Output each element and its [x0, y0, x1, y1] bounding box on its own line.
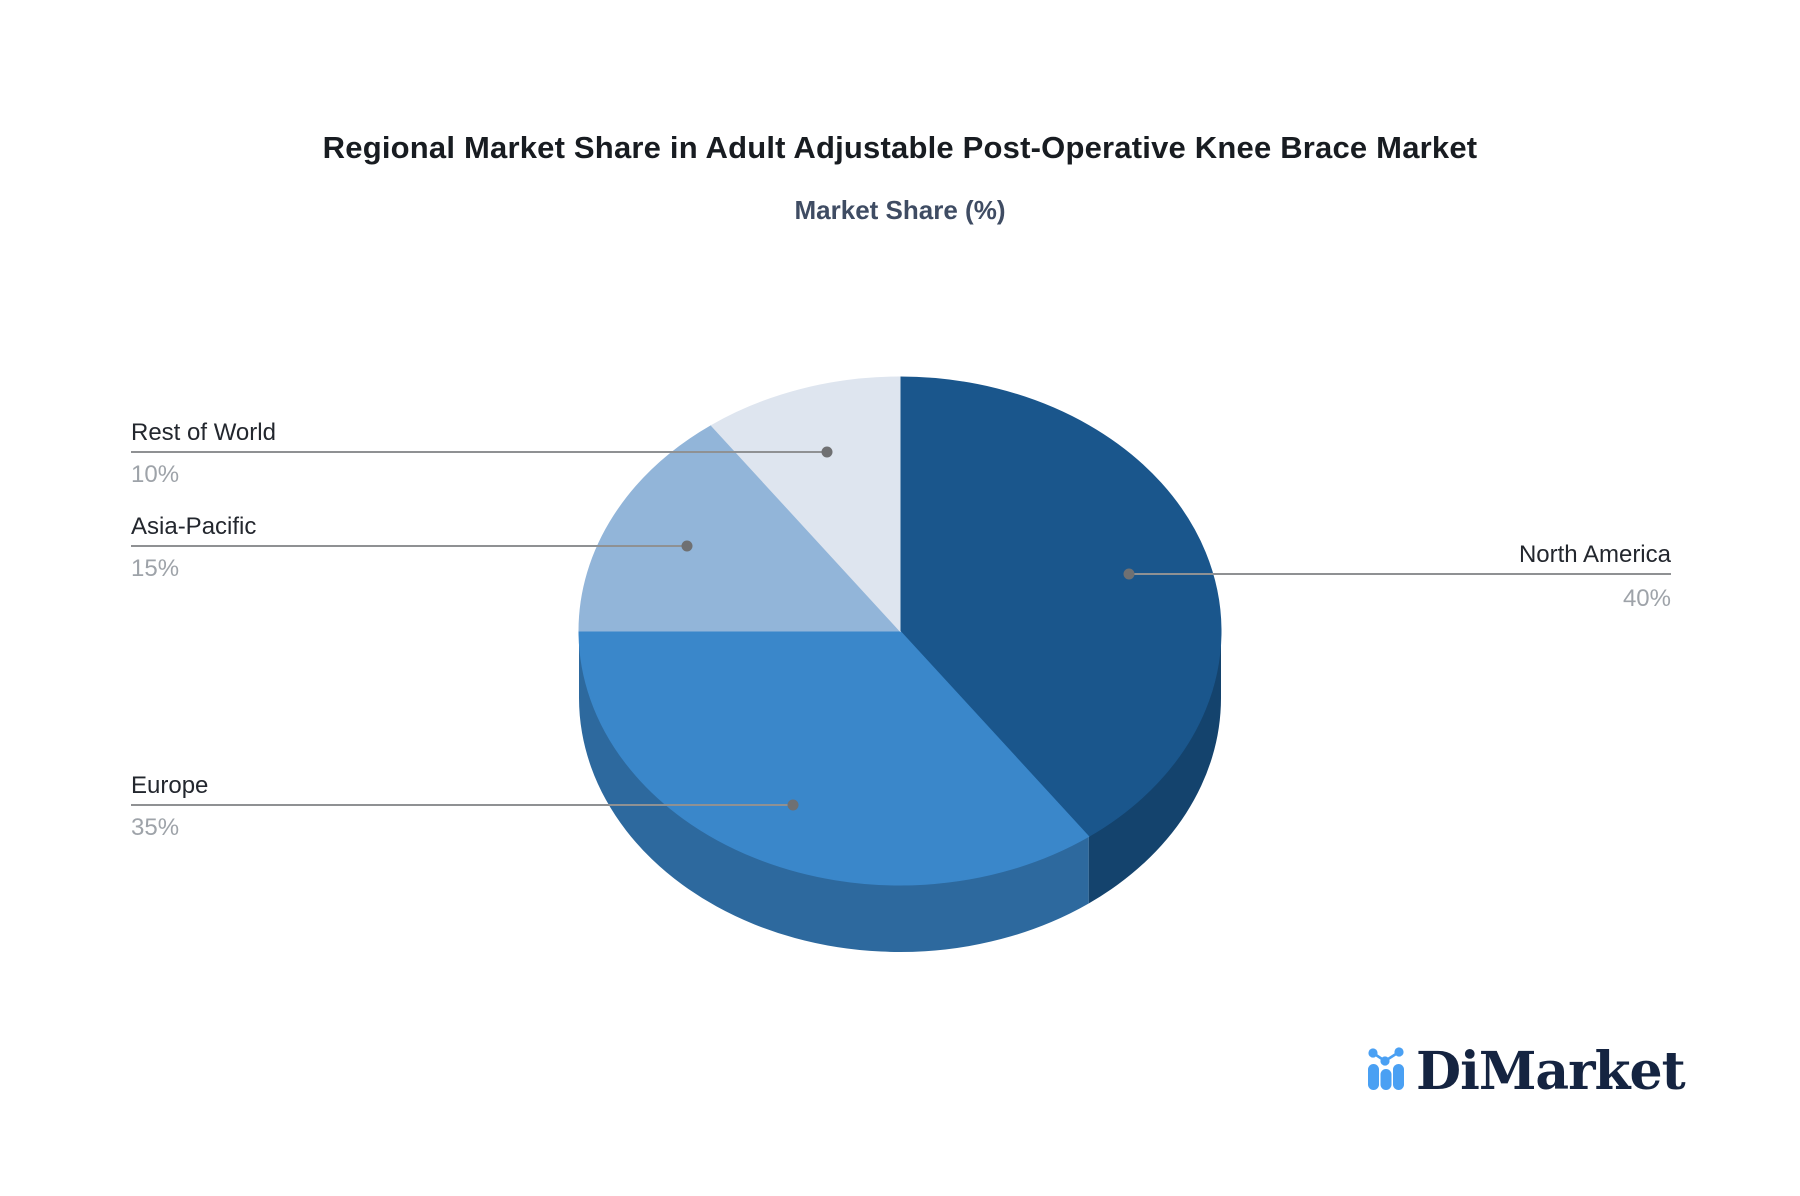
pie-slice-europe[interactable] [578, 630, 1090, 886]
logo-text: DiMarket [1416, 1041, 1686, 1102]
chart-subtitle: Market Share (%) [794, 195, 1006, 225]
chart-title: Regional Market Share in Adult Adjustabl… [322, 130, 1478, 165]
leader-dot-north-america [1123, 568, 1135, 580]
value-north-america: 40% [1622, 585, 1671, 612]
pie-slice-asia-pacific[interactable] [578, 424, 902, 632]
bar-chart-trend-icon [1368, 1047, 1404, 1090]
pie-side-europe [579, 631, 1089, 952]
leader-dot-rest-of-world [821, 446, 833, 458]
dimarket-logo: DiMarket [1360, 1038, 1690, 1108]
label-asia-pacific: Asia-Pacific [131, 513, 257, 540]
value-asia-pacific: 15% [131, 555, 180, 582]
label-rest-of-world: Rest of World [131, 419, 276, 446]
label-north-america: North America [1518, 541, 1671, 568]
leader-dot-asia-pacific [681, 540, 693, 552]
pie-slice-north-america[interactable] [899, 376, 1222, 838]
label-europe: Europe [131, 772, 209, 799]
leader-dot-europe [787, 799, 799, 811]
pie-slice-rest-of-world[interactable] [710, 376, 901, 633]
pie-side-north-america [1088, 631, 1221, 904]
value-europe: 35% [131, 814, 180, 841]
value-rest-of-world: 10% [131, 461, 180, 488]
